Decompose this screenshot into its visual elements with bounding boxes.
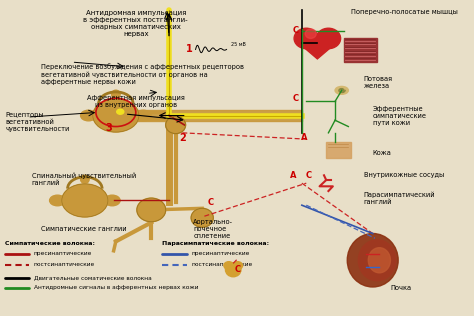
FancyBboxPatch shape — [326, 142, 351, 158]
Circle shape — [117, 109, 124, 114]
Text: постсинаптические: постсинаптические — [34, 263, 95, 267]
Text: Аортально-
почечное
сплетение: Аортально- почечное сплетение — [193, 219, 233, 239]
Text: Антидромные сигналы в афферентных нервах кожи: Антидромные сигналы в афферентных нервах… — [34, 285, 199, 290]
Ellipse shape — [347, 234, 398, 287]
Text: пресинаптические: пресинаптические — [191, 252, 249, 257]
Text: Симпатические ганглии: Симпатические ганглии — [41, 226, 126, 232]
Ellipse shape — [93, 99, 139, 132]
Text: C: C — [292, 94, 298, 103]
Text: Антидромная импульсация
в эфферентных постгангли-
онарных симпатических
нервах: Антидромная импульсация в эфферентных по… — [83, 10, 188, 37]
Ellipse shape — [166, 116, 186, 134]
Text: A: A — [301, 133, 307, 142]
Ellipse shape — [137, 198, 166, 222]
Ellipse shape — [316, 28, 341, 49]
Ellipse shape — [233, 262, 243, 270]
Text: Потовая
железа: Потовая железа — [364, 76, 393, 89]
Text: 3: 3 — [106, 123, 112, 133]
Text: Спинальный чувствительный
ганглий: Спинальный чувствительный ганглий — [32, 172, 136, 186]
Ellipse shape — [81, 175, 89, 183]
Ellipse shape — [305, 29, 316, 39]
Text: Афферентная импульсация
из внутренних органов: Афферентная импульсация из внутренних ор… — [87, 95, 185, 108]
Text: Эфферентные
симпатические
пути кожи: Эфферентные симпатические пути кожи — [373, 106, 427, 126]
Text: A: A — [290, 171, 296, 180]
Text: Поперечно-полосатые мышцы: Поперечно-полосатые мышцы — [351, 9, 457, 15]
Text: C: C — [305, 171, 311, 180]
Ellipse shape — [224, 262, 234, 270]
Ellipse shape — [135, 110, 151, 121]
Polygon shape — [295, 40, 339, 59]
Text: пресинаптические: пресинаптические — [34, 252, 92, 257]
Text: Кожа: Кожа — [373, 150, 392, 156]
Ellipse shape — [111, 90, 120, 98]
Text: 1: 1 — [185, 45, 192, 54]
Ellipse shape — [294, 28, 319, 49]
Text: Парасимпатический
ганглий: Парасимпатический ганглий — [364, 191, 436, 204]
FancyBboxPatch shape — [344, 39, 377, 62]
Ellipse shape — [335, 86, 348, 94]
Text: Переключение возбуждения с афферентных рецепторов
вегетативной чувствительности : Переключение возбуждения с афферентных р… — [41, 64, 244, 85]
Text: 25 мВ: 25 мВ — [231, 42, 246, 47]
Ellipse shape — [368, 248, 391, 273]
Text: Двигательные соматические волокна: Двигательные соматические волокна — [34, 275, 152, 280]
Text: Рецепторы
вегетативной
чувствительности: Рецепторы вегетативной чувствительности — [5, 112, 70, 132]
Ellipse shape — [358, 240, 396, 281]
Text: C: C — [208, 198, 214, 207]
Ellipse shape — [104, 195, 120, 206]
Ellipse shape — [191, 208, 213, 227]
Text: Внутрикожные сосуды: Внутрикожные сосуды — [364, 172, 444, 178]
Text: постсинаптические: постсинаптические — [191, 263, 252, 267]
Text: C: C — [292, 26, 298, 35]
Ellipse shape — [62, 184, 108, 217]
Ellipse shape — [226, 263, 241, 277]
Ellipse shape — [81, 110, 96, 121]
Text: C: C — [235, 265, 241, 274]
Text: Почка: Почка — [391, 285, 411, 291]
Text: 2: 2 — [179, 132, 186, 143]
Text: Парасимпатические волокна:: Парасимпатические волокна: — [163, 241, 270, 246]
Text: Симпатические волокна:: Симпатические волокна: — [5, 241, 95, 246]
Ellipse shape — [50, 195, 65, 206]
